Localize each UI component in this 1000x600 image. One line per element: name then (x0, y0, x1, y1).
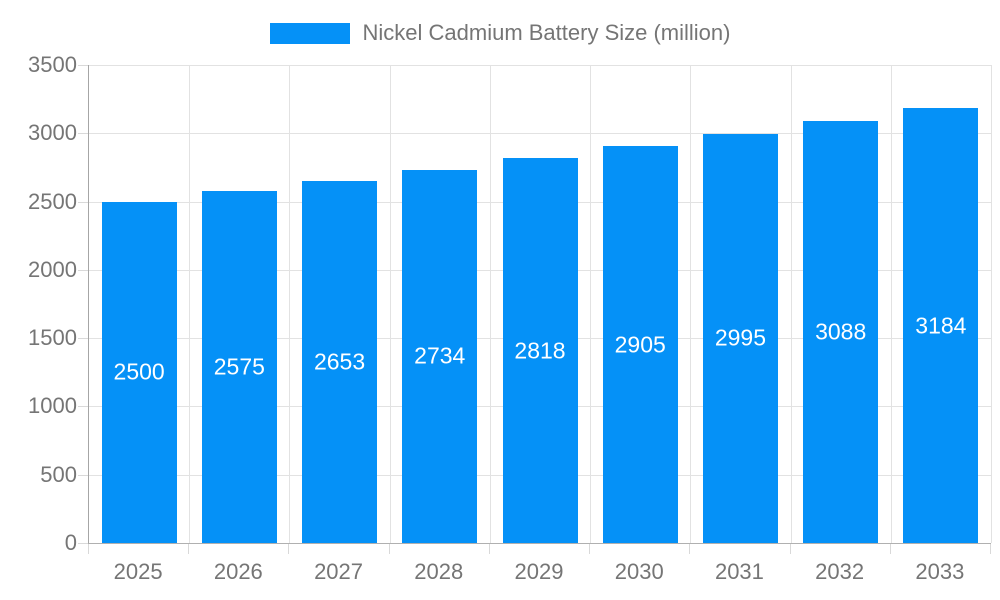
x-axis-tick (288, 544, 289, 554)
bar-value-label: 3184 (915, 312, 967, 339)
legend-label: Nickel Cadmium Battery Size (million) (362, 20, 731, 45)
x-axis-label: 2029 (514, 559, 564, 584)
x-axis-tick (790, 544, 791, 554)
v-gridline (189, 65, 190, 543)
bar-value-label: 2995 (714, 324, 767, 351)
y-axis-label: 1000 (28, 393, 77, 419)
x-axis-tick (489, 544, 490, 554)
v-gridline (390, 65, 391, 543)
bar-2027[interactable]: 2653 (302, 180, 378, 543)
x-axis-tick (689, 544, 690, 554)
y-axis-label: 500 (40, 461, 77, 487)
bar-value-label: 2734 (414, 342, 466, 369)
bar-value-label: 2818 (514, 337, 566, 364)
y-axis-label: 2000 (28, 256, 77, 282)
x-axis-tick (389, 544, 390, 554)
y-axis-label: 2500 (28, 188, 77, 214)
bar-2029[interactable]: 2818 (502, 158, 578, 543)
y-axis-label: 3500 (28, 52, 77, 77)
h-gridline (89, 133, 991, 135)
x-axis-label: 2028 (414, 559, 464, 584)
bar-2030[interactable]: 2905 (602, 146, 678, 543)
x-axis-label: 2031 (714, 559, 764, 584)
h-gridline (89, 65, 991, 66)
v-gridline (590, 65, 591, 543)
v-gridline (791, 65, 792, 543)
v-gridline (289, 65, 290, 543)
y-axis-label: 0 (64, 530, 77, 555)
x-axis-tick (990, 544, 991, 554)
x-axis-label: 2025 (113, 559, 163, 584)
bar-value-label: 2905 (614, 331, 666, 358)
v-gridline (991, 65, 992, 543)
bar-2026[interactable]: 2575 (201, 191, 277, 543)
y-axis-tick (78, 133, 88, 135)
x-axis-label: 2033 (915, 559, 965, 584)
y-axis-tick (78, 269, 88, 271)
y-axis-tick (78, 474, 88, 476)
bar-value-label: 2653 (313, 348, 366, 375)
v-gridline (891, 65, 892, 543)
x-axis-tick (589, 544, 590, 554)
x-axis-label: 2026 (213, 559, 263, 584)
x-axis-tick (88, 544, 89, 554)
bar-2033[interactable]: 3184 (903, 108, 979, 543)
bar-value-label: 3088 (815, 318, 867, 345)
plot-area: 2500 2575 2653 2734 2818 2905 2995 3088 3184 (88, 65, 992, 544)
x-axis-label: 2032 (815, 559, 865, 584)
x-axis-label: 2027 (314, 559, 364, 584)
bar-2025[interactable]: 2500 (101, 201, 177, 543)
bar-2032[interactable]: 3088 (803, 121, 879, 543)
y-axis-tick (78, 65, 88, 66)
bar-value-label: 2500 (113, 358, 165, 385)
x-axis-label: 2030 (614, 559, 664, 584)
bar-2028[interactable]: 2734 (402, 169, 478, 543)
legend[interactable]: Nickel Cadmium Battery Size (million) (0, 20, 1000, 46)
legend-swatch (269, 22, 350, 44)
y-axis-tick (78, 543, 88, 544)
bar-2031[interactable]: 2995 (702, 133, 778, 543)
y-axis-tick (78, 406, 88, 408)
x-axis-tick (890, 544, 891, 554)
y-axis-label: 3000 (28, 120, 77, 146)
y-axis-label: 1500 (28, 325, 77, 351)
v-gridline (490, 65, 491, 543)
y-axis-tick (78, 338, 88, 340)
bar-value-label: 2575 (213, 353, 265, 380)
v-gridline (690, 65, 691, 543)
x-axis-tick (188, 544, 189, 554)
y-axis-tick (78, 201, 88, 203)
